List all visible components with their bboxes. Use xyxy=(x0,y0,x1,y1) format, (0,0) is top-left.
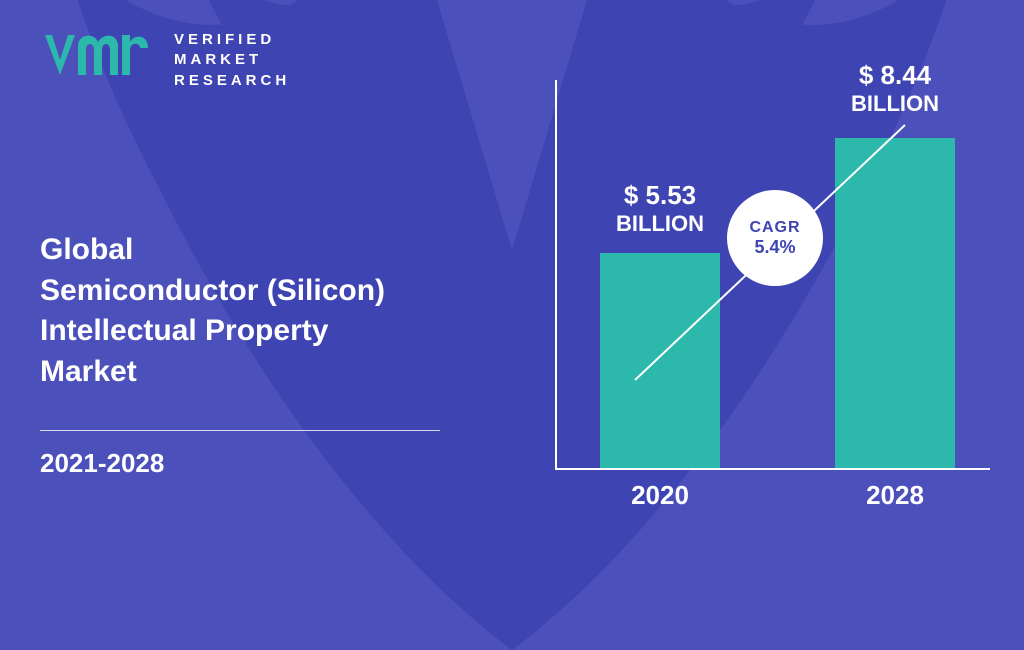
y-axis xyxy=(555,80,557,470)
market-bar-chart: $ 5.53 BILLION 2020 $ 8.44 BILLION 2028 … xyxy=(555,50,995,490)
x-axis xyxy=(555,468,990,470)
brand-name: VERIFIED MARKET RESEARCH xyxy=(174,30,290,91)
title-line-4: Market xyxy=(40,352,385,393)
cagr-badge: CAGR 5.4% xyxy=(727,190,823,286)
cagr-label: CAGR xyxy=(749,219,800,237)
bar-2020 xyxy=(600,253,720,468)
bar-2028-value: $ 8.44 xyxy=(805,60,985,91)
brand-line-3: RESEARCH xyxy=(174,71,290,91)
bar-2020-label: $ 5.53 BILLION xyxy=(570,180,750,237)
bar-2028-year: 2028 xyxy=(835,480,955,511)
brand-line-1: VERIFIED xyxy=(174,30,290,50)
brand-logo: VERIFIED MARKET RESEARCH xyxy=(40,30,290,91)
title-line-3: Intellectual Property xyxy=(40,311,385,352)
bar-2028 xyxy=(835,138,955,468)
title-line-1: Global xyxy=(40,230,385,271)
logo-mark-icon xyxy=(40,30,160,90)
brand-line-2: MARKET xyxy=(174,50,290,70)
bar-2028-label: $ 8.44 BILLION xyxy=(805,60,985,117)
forecast-years: 2021-2028 xyxy=(40,448,164,479)
title-line-2: Semiconductor (Silicon) xyxy=(40,271,385,312)
cagr-value: 5.4% xyxy=(754,237,795,258)
bar-2020-value: $ 5.53 xyxy=(570,180,750,211)
bar-2020-unit: BILLION xyxy=(570,211,750,237)
page-title: Global Semiconductor (Silicon) Intellect… xyxy=(40,230,385,392)
bar-2020-year: 2020 xyxy=(600,480,720,511)
bar-2028-unit: BILLION xyxy=(805,91,985,117)
title-divider xyxy=(40,430,440,431)
